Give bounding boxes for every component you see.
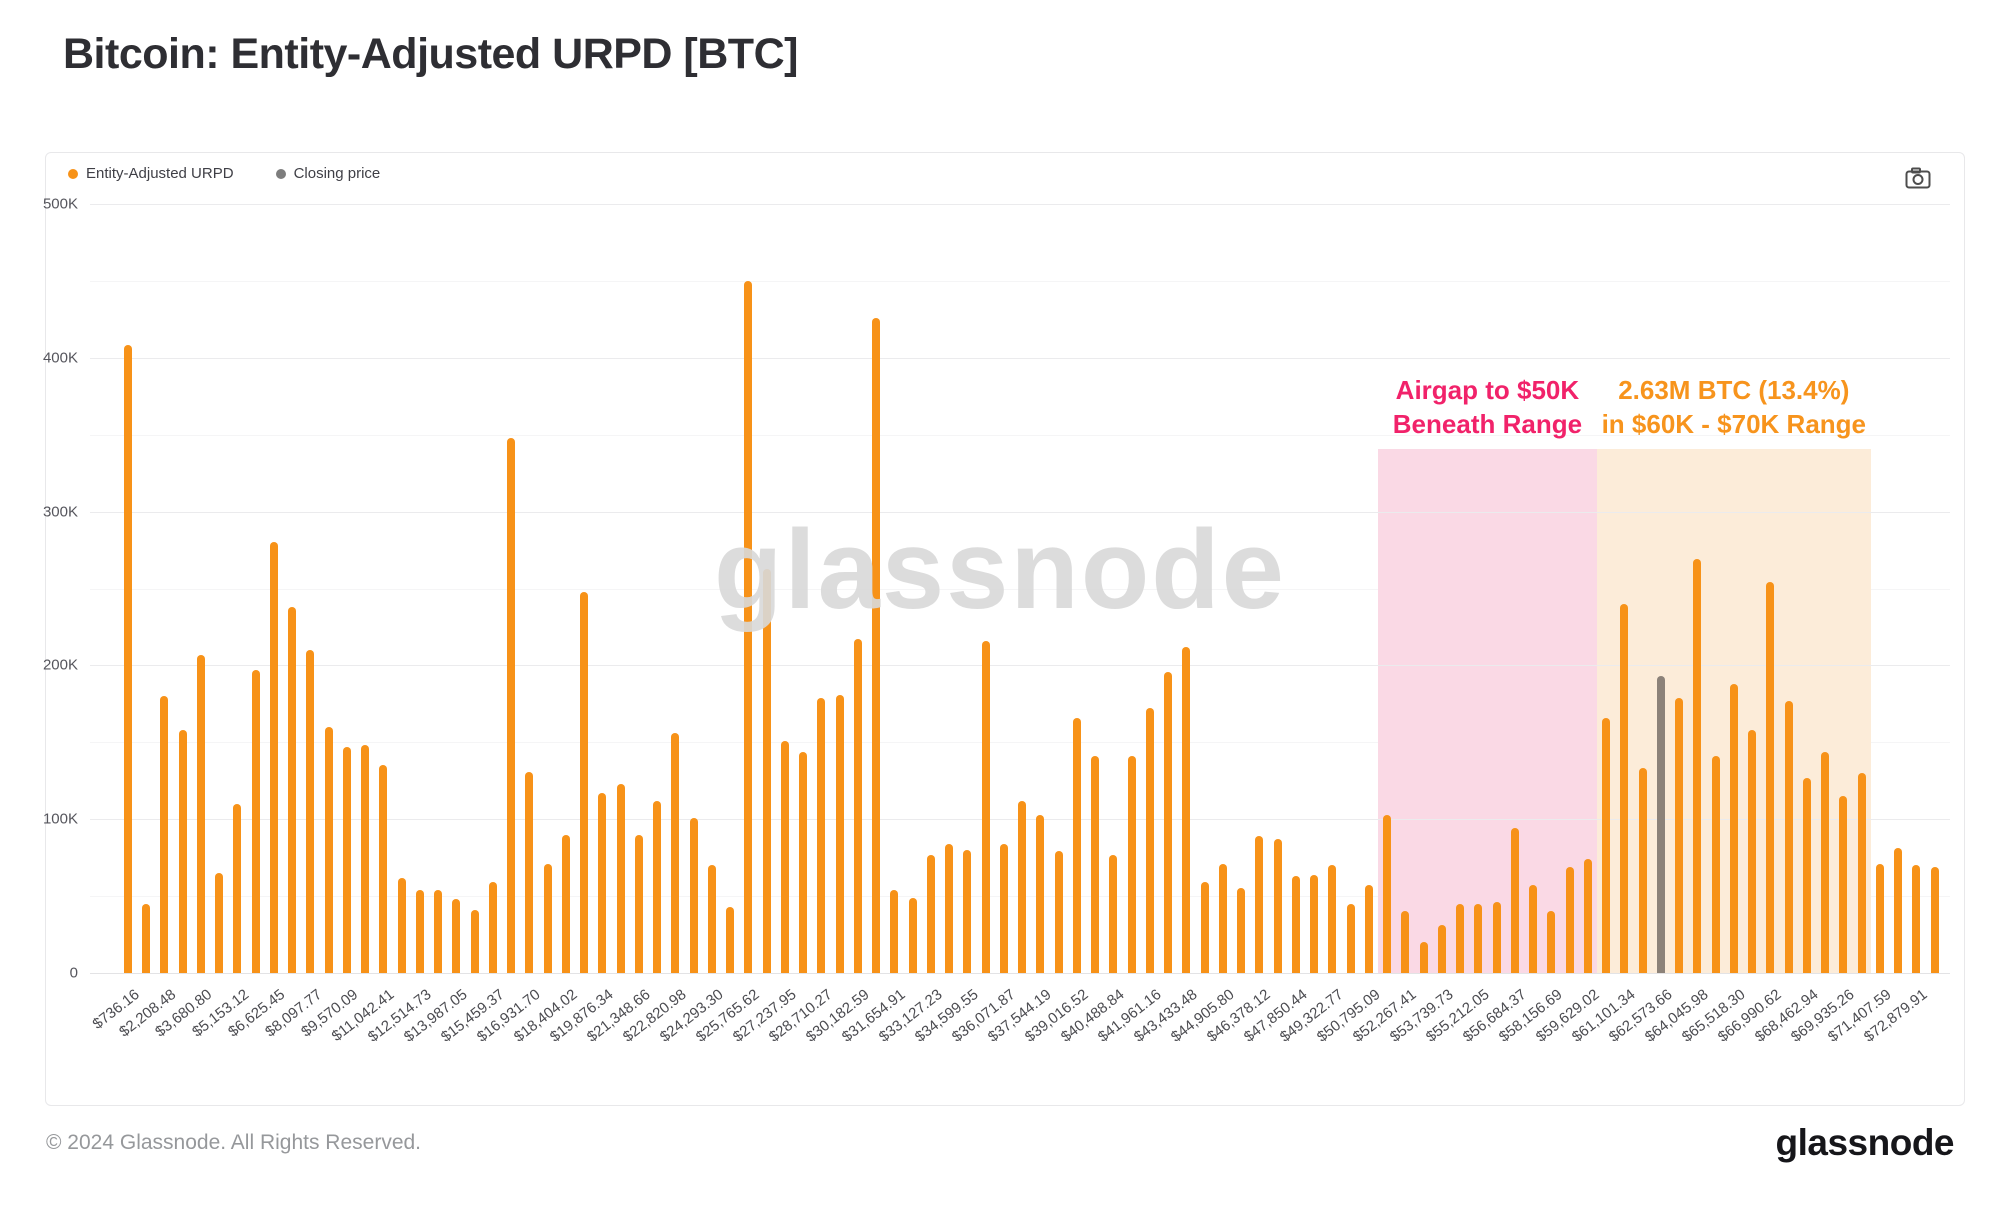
chart-legend: Entity-Adjusted URPD Closing price: [68, 165, 380, 182]
copyright-text: © 2024 Glassnode. All Rights Reserved.: [46, 1131, 422, 1154]
glassnode-logo: glassnode: [1775, 1122, 1955, 1163]
legend-item-urpd[interactable]: Entity-Adjusted URPD: [68, 165, 234, 182]
legend-dot-urpd-icon: [68, 168, 78, 179]
legend-item-closing-price[interactable]: Closing price: [275, 165, 381, 182]
legend-dot-closing-price-icon: [275, 168, 286, 179]
legend-label-closing-price: Closing price: [293, 165, 381, 182]
page-title: Bitcoin: Entity-Adjusted URPD [BTC]: [63, 30, 798, 78]
legend-label-urpd: Entity-Adjusted URPD: [86, 165, 234, 182]
watermark: glassnode: [714, 507, 1286, 632]
camera-icon: [1905, 167, 1931, 189]
camera-button[interactable]: [1904, 165, 1932, 191]
